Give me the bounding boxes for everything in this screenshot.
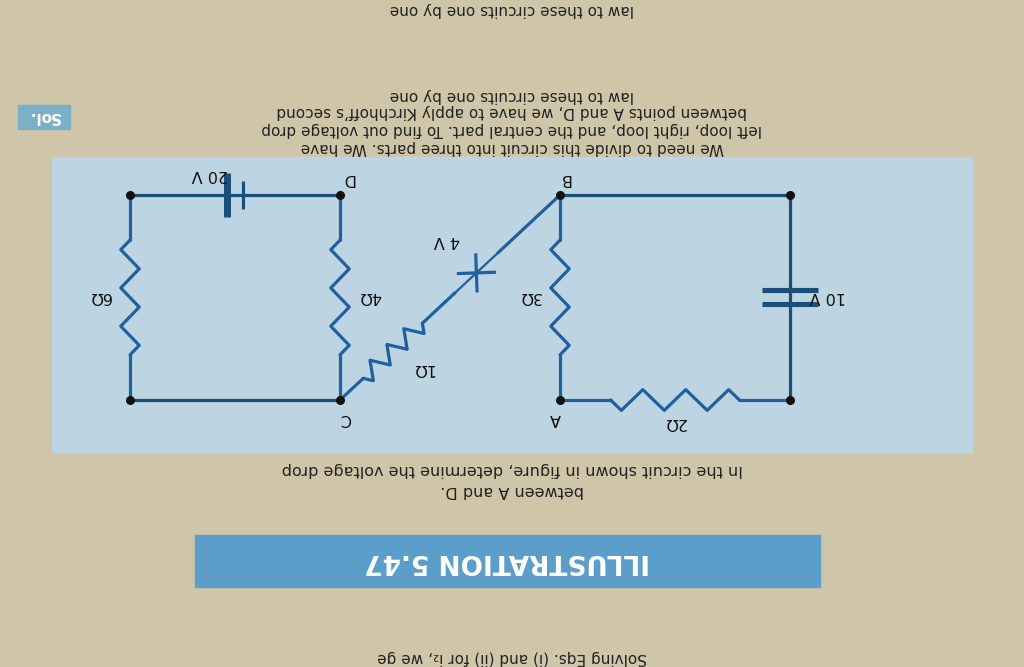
Bar (18, 105, 70, 129)
Text: 3Ω: 3Ω (519, 289, 541, 305)
Text: law to these circuits one by one: law to these circuits one by one (390, 87, 634, 103)
Text: left loop, right loop, and the central part. To find out voltage drop: left loop, right loop, and the central p… (261, 123, 763, 137)
Text: A: A (550, 410, 560, 426)
Text: We need to divide this circuit into three parts. We have: We need to divide this circuit into thre… (300, 141, 724, 155)
Text: 2Ω: 2Ω (664, 414, 686, 430)
Bar (52, 157, 972, 452)
Text: 1Ω: 1Ω (412, 362, 434, 376)
Text: Solving Eqs. (i) and (ii) for i₂, we ge: Solving Eqs. (i) and (ii) for i₂, we ge (377, 650, 647, 666)
Bar (195, 535, 820, 587)
Text: B: B (559, 171, 570, 187)
Text: between points A and D, we have to apply Kirchhoff’s second: between points A and D, we have to apply… (276, 105, 748, 119)
Text: Sol.: Sol. (28, 109, 60, 125)
Text: law to these circuits one by one: law to these circuits one by one (390, 3, 634, 17)
Text: 20 V: 20 V (191, 167, 228, 183)
Text: 10 V: 10 V (810, 289, 846, 305)
Text: C: C (340, 410, 351, 426)
Text: ILLUSTRATION 5.47: ILLUSTRATION 5.47 (365, 548, 650, 574)
Text: 4Ω: 4Ω (358, 289, 381, 305)
Text: In the circuit shown in figure, determine the voltage drop: In the circuit shown in figure, determin… (282, 462, 742, 478)
Text: 6Ω: 6Ω (89, 289, 112, 305)
Text: between A and D.: between A and D. (440, 482, 584, 498)
Text: 4 V: 4 V (433, 233, 460, 248)
Text: D: D (342, 171, 354, 187)
